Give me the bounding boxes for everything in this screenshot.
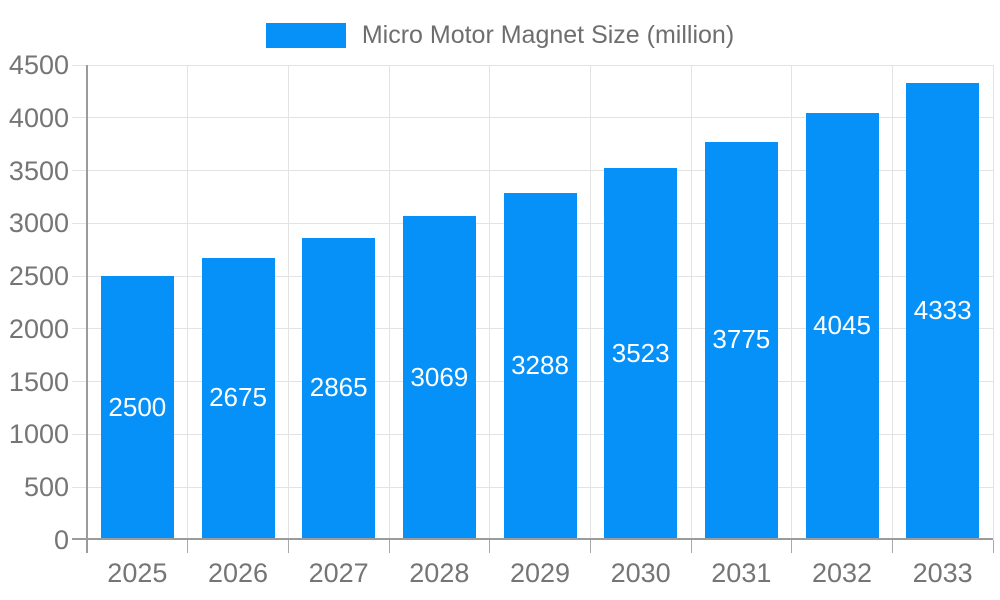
x-axis-tick [589, 540, 591, 553]
gridline-vertical [992, 65, 994, 540]
bar[interactable]: 2675 [201, 257, 275, 538]
y-axis-tick-label: 500 [23, 472, 69, 503]
bar[interactable]: 4333 [906, 82, 980, 538]
gridline-vertical [690, 65, 692, 540]
x-axis-tick-label: 2031 [711, 558, 772, 588]
y-axis-tick-label: 3000 [8, 208, 69, 239]
x-axis-tick-label: 2029 [509, 558, 571, 588]
x-axis-tick [791, 540, 793, 553]
bar-value-label: 3775 [712, 324, 771, 355]
bar-value-label: 3069 [410, 361, 469, 392]
bar-value-label: 4045 [813, 310, 871, 341]
gridline-horizontal [72, 64, 993, 66]
x-axis-tick-label: 2027 [308, 558, 369, 588]
y-axis-tick-label: 4000 [8, 102, 69, 133]
gridline-vertical [489, 65, 491, 540]
bar[interactable]: 3069 [402, 216, 476, 538]
bar[interactable]: 2500 [100, 276, 174, 538]
y-axis-tick-label: 3500 [8, 155, 69, 186]
y-axis-tick-label: 4500 [8, 50, 69, 80]
x-axis-tick-label: 2025 [107, 558, 168, 588]
bar[interactable]: 3523 [604, 168, 678, 538]
y-axis-labels: 0 500 1000 1500 2000 2500 3000 3500 4000 4500 [0, 50, 72, 555]
gridline-vertical [287, 65, 289, 540]
x-axis-tick [287, 540, 289, 553]
y-axis-tick-label: 1500 [8, 366, 69, 397]
gridline-vertical [891, 65, 893, 540]
x-axis-tick [690, 540, 692, 553]
x-axis-tick [891, 540, 893, 553]
x-axis-tick-label: 2033 [912, 558, 973, 588]
plot-area: 2500 2675 2865 3069 3288 3523 3775 4045 4333 [72, 64, 994, 553]
bar[interactable]: 3288 [503, 192, 577, 538]
x-axis-tick [187, 540, 189, 553]
x-axis-tick-label: 2026 [207, 558, 269, 588]
gridline-vertical [187, 65, 189, 540]
gridline-vertical [589, 65, 591, 540]
bar-value-label: 3523 [611, 337, 670, 368]
bar-value-label: 2675 [209, 382, 267, 413]
legend-swatch [265, 22, 346, 48]
y-axis-tick-label: 0 [53, 525, 69, 555]
legend[interactable]: Micro Motor Magnet Size (million) [0, 20, 1000, 50]
x-axis-tick-label: 2030 [610, 558, 671, 588]
x-axis-labels: 2025 2026 2027 2028 2029 2030 2031 2032 2033 [87, 540, 993, 600]
bar-value-label: 2865 [309, 372, 368, 403]
y-axis-tick-label: 2000 [8, 313, 69, 344]
x-axis-tick-label: 2032 [811, 558, 873, 588]
x-axis-tick [992, 540, 994, 553]
bar[interactable]: 4045 [805, 113, 879, 538]
gridline-vertical [388, 65, 390, 540]
y-axis-line [86, 65, 88, 553]
gridline-vertical [791, 65, 793, 540]
x-axis-tick [388, 540, 390, 553]
legend-label: Micro Motor Magnet Size (million) [361, 20, 735, 49]
x-axis-tick [489, 540, 491, 553]
gridline-horizontal [72, 170, 993, 172]
y-axis-tick-label: 2500 [8, 261, 69, 292]
x-axis-line [72, 538, 993, 540]
bar-value-label: 4333 [913, 294, 972, 325]
gridline-horizontal [72, 117, 993, 119]
x-axis-tick-label: 2028 [409, 558, 470, 588]
bar-value-label: 3288 [511, 349, 569, 380]
y-axis-tick-label: 1000 [8, 419, 69, 450]
bar[interactable]: 3775 [704, 141, 778, 538]
bar[interactable]: 2865 [302, 237, 376, 538]
bar-value-label: 2500 [108, 391, 167, 422]
